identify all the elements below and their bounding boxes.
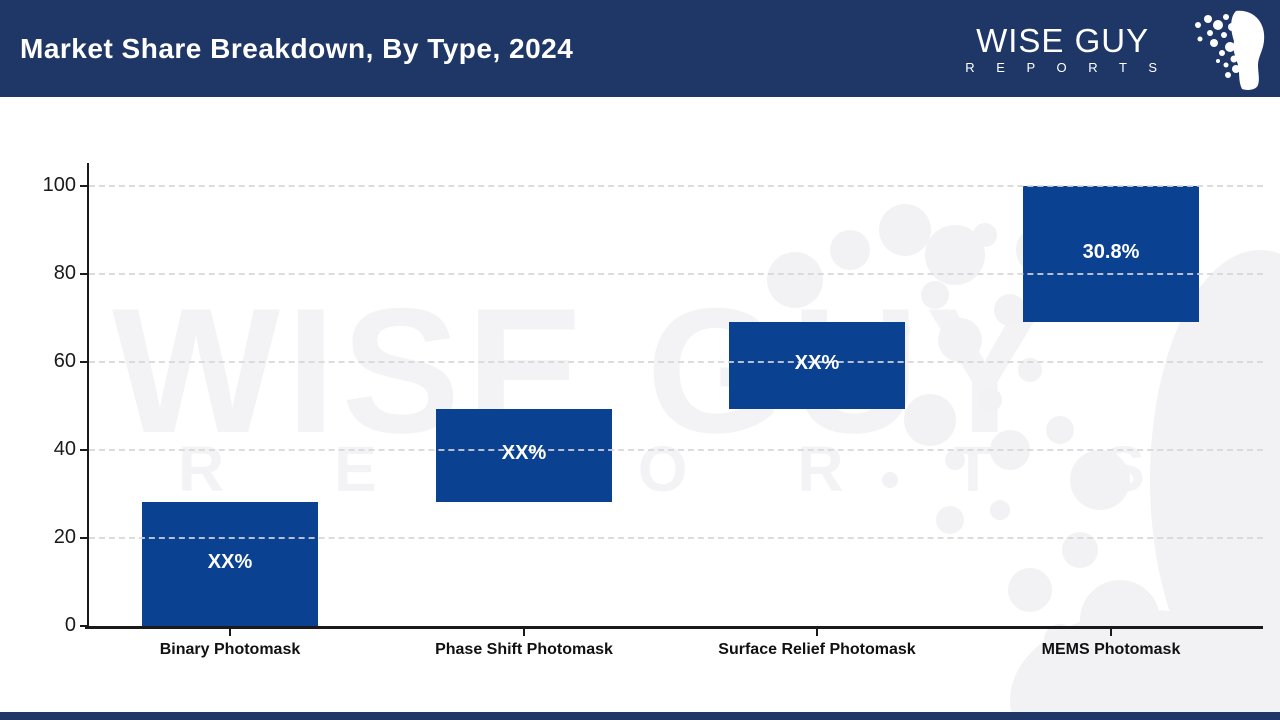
gridline-100 — [89, 185, 1263, 187]
brand-logo-tagline: R E P O R T S — [965, 59, 1166, 75]
bar-segment — [1023, 186, 1199, 322]
y-tick-label-0: 0 — [64, 614, 76, 636]
y-tick-mark-20 — [80, 537, 87, 539]
bar-segment — [729, 321, 905, 409]
y-tick-label-100: 100 — [42, 174, 76, 196]
bar-value-label: XX% — [794, 352, 840, 375]
bar-value-label: 30.8% — [1082, 240, 1140, 263]
brand-logo: WISE GUY R E P O R T S — [959, 6, 1266, 92]
x-axis-line — [85, 626, 1263, 629]
y-axis-line — [87, 163, 89, 628]
x-category-label: MEMS Photomask — [1041, 641, 1181, 658]
bar-value-label: XX% — [207, 550, 253, 573]
x-tick-mark — [523, 629, 525, 636]
bar-value-label: XX% — [501, 442, 547, 465]
y-tick-label-60: 60 — [53, 350, 76, 372]
footer-bar — [0, 712, 1280, 720]
x-tick-mark — [229, 629, 231, 636]
header-bar — [0, 0, 1280, 97]
y-tick-label-20: 20 — [53, 526, 76, 548]
y-tick-mark-80 — [80, 273, 87, 275]
gridline-20 — [89, 537, 1263, 539]
watermark-subtext: R E P O R T S — [178, 433, 1191, 505]
gridline-60 — [89, 361, 1263, 363]
y-tick-mark-40 — [80, 449, 87, 451]
page-title: Market Share Breakdown, By Type, 2024 — [20, 32, 574, 64]
x-tick-mark — [816, 629, 818, 636]
x-category-label: Binary Photomask — [159, 641, 301, 658]
bar-segment — [436, 408, 612, 502]
brand-logo-face-icon — [1195, 10, 1265, 90]
y-tick-label-80: 80 — [53, 262, 76, 284]
x-tick-mark — [1110, 629, 1112, 636]
y-tick-label-40: 40 — [53, 438, 76, 460]
x-category-label: Surface Relief Photomask — [718, 641, 916, 658]
brand-logo-text: WISE GUY R E P O R T S — [959, 21, 1166, 75]
y-tick-mark-60 — [80, 361, 87, 363]
bar-segment — [142, 501, 318, 626]
gridline-40 — [89, 449, 1263, 451]
y-tick-mark-100 — [80, 185, 87, 187]
y-tick-mark-0 — [80, 625, 87, 627]
gridline-80 — [89, 273, 1263, 275]
brand-logo-name: WISE GUY — [976, 21, 1150, 59]
x-category-label: Phase Shift Photomask — [435, 641, 613, 658]
